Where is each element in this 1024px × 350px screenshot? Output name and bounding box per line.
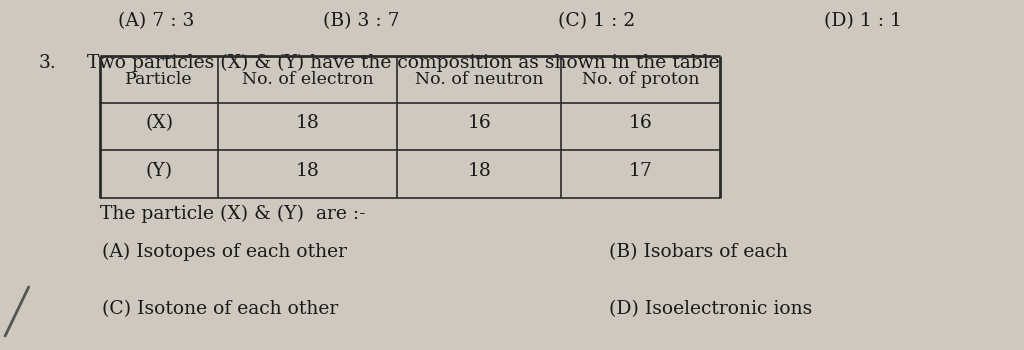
Text: (C) 1 : 2: (C) 1 : 2 <box>558 12 635 30</box>
Text: 18: 18 <box>296 162 319 180</box>
Text: No. of electron: No. of electron <box>242 71 374 88</box>
Text: (D) 1 : 1: (D) 1 : 1 <box>824 12 902 30</box>
Text: Particle: Particle <box>125 71 194 88</box>
Text: (A) Isotopes of each other: (A) Isotopes of each other <box>102 243 347 261</box>
Text: 16: 16 <box>629 114 652 132</box>
Bar <box>100 56 720 198</box>
Text: The particle (X) & (Y)  are :-: The particle (X) & (Y) are :- <box>100 205 366 223</box>
Text: Two particles (X) & (Y) have the composition as shown in the table: Two particles (X) & (Y) have the composi… <box>87 54 720 72</box>
Text: No. of neutron: No. of neutron <box>415 71 544 88</box>
Text: 17: 17 <box>629 162 652 180</box>
Text: (A) 7 : 3: (A) 7 : 3 <box>118 12 195 30</box>
Text: (B) Isobars of each: (B) Isobars of each <box>609 243 788 261</box>
Text: 3.: 3. <box>39 54 56 72</box>
Text: (X): (X) <box>145 114 173 132</box>
Text: No. of proton: No. of proton <box>582 71 699 88</box>
Text: 18: 18 <box>296 114 319 132</box>
Text: 18: 18 <box>467 162 492 180</box>
Text: (Y): (Y) <box>145 162 173 180</box>
Text: (D) Isoelectronic ions: (D) Isoelectronic ions <box>609 301 812 318</box>
Text: (B) 3 : 7: (B) 3 : 7 <box>323 12 399 30</box>
Text: 16: 16 <box>467 114 492 132</box>
Text: (C) Isotone of each other: (C) Isotone of each other <box>102 301 339 318</box>
